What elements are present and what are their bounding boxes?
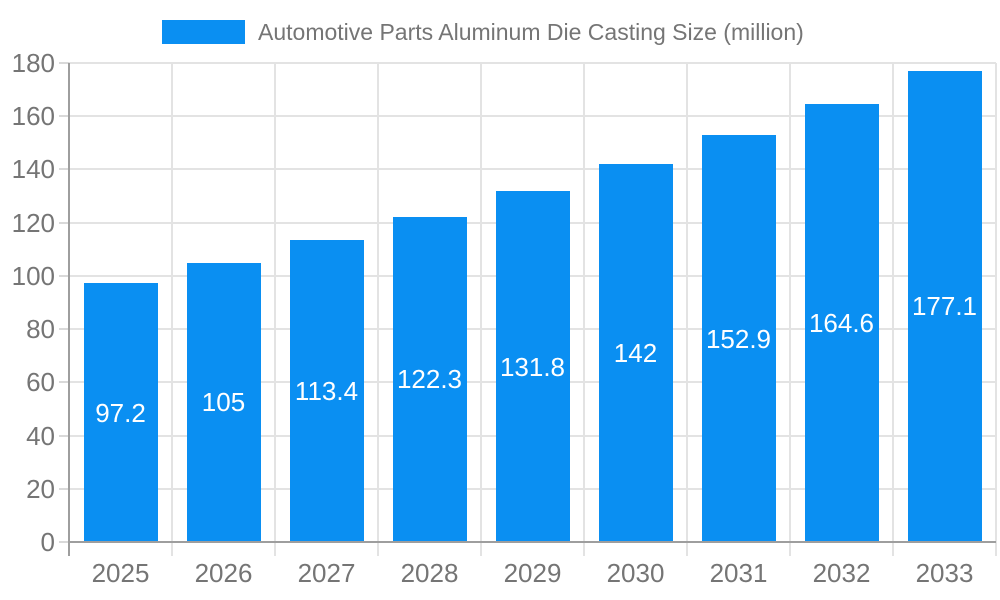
bar-2028: 122.3 [392,216,467,542]
bar-value-label: 122.3 [396,364,463,395]
bar-value-label: 131.8 [499,351,566,382]
gridline-vertical [171,63,173,556]
x-tick-label: 2025 [91,558,150,588]
x-tick-label: 2029 [503,558,562,588]
x-tick-label: 2027 [297,558,356,588]
x-tick-label: 2033 [915,558,974,588]
bar-2030: 142 [598,164,673,542]
y-tick-label: 180 [11,48,55,78]
bar-2029: 131.8 [495,191,570,542]
y-tick-label: 160 [11,101,55,132]
y-axis-tick [59,62,69,64]
y-tick-label: 140 [11,154,55,185]
bar-2027: 113.4 [289,240,364,542]
bar-value-label: 164.6 [808,307,875,338]
gridline-vertical [789,63,791,556]
gridline-vertical [480,63,482,556]
plot-area: 97.2 105 113.4 122.3 131.8 142 152.9 164.6 177.1 [69,62,997,556]
y-tick-label: 120 [11,207,55,238]
y-axis-tick [59,221,69,224]
y-axis-tick [59,381,69,384]
y-axis-line [68,63,70,556]
y-axis-tick [59,487,69,490]
gridline-vertical [274,63,276,556]
x-tick-label: 2026 [194,558,253,588]
bar-2025: 97.2 [83,283,158,542]
y-tick-label: 0 [40,527,55,557]
bar-2026: 105 [186,262,261,542]
y-axis-tick [59,168,69,171]
y-tick-label: 40 [26,420,55,451]
gridline-horizontal [69,62,996,64]
y-axis-tick [59,541,69,543]
legend-swatch [162,20,245,44]
bar-value-label: 97.2 [95,397,146,428]
bar-value-label: 177.1 [911,291,978,322]
bar-2031: 152.9 [701,135,776,542]
x-axis-line [69,541,996,543]
x-tick-label: 2032 [812,558,871,588]
bar-2032: 164.6 [804,103,879,542]
legend: Automotive Parts Aluminum Die Casting Si… [162,20,804,44]
x-tick-label: 2031 [709,558,768,588]
bar-value-label: 105 [201,387,246,418]
bar-value-label: 152.9 [705,323,772,354]
legend-label: Automotive Parts Aluminum Die Casting Si… [258,19,804,45]
bar-value-label: 113.4 [294,376,359,407]
y-axis-tick [59,328,69,331]
gridline-horizontal [69,168,996,171]
y-tick-label: 80 [26,314,55,345]
bar-2033: 177.1 [907,70,982,542]
y-tick-label: 20 [26,473,55,504]
y-tick-label: 60 [26,367,55,398]
bar-value-label: 142 [613,338,658,369]
gridline-vertical [995,63,997,556]
x-tick-label: 2028 [400,558,459,588]
x-tick-label: 2030 [606,558,665,588]
gridline-vertical [583,63,585,556]
gridline-vertical [377,63,379,556]
y-axis-tick [59,274,69,277]
gridline-vertical [892,63,894,556]
y-tick-label: 100 [11,260,55,291]
y-axis-tick [59,115,69,118]
gridline-vertical [686,63,688,556]
y-axis-tick [59,434,69,437]
gridline-horizontal [69,115,996,118]
